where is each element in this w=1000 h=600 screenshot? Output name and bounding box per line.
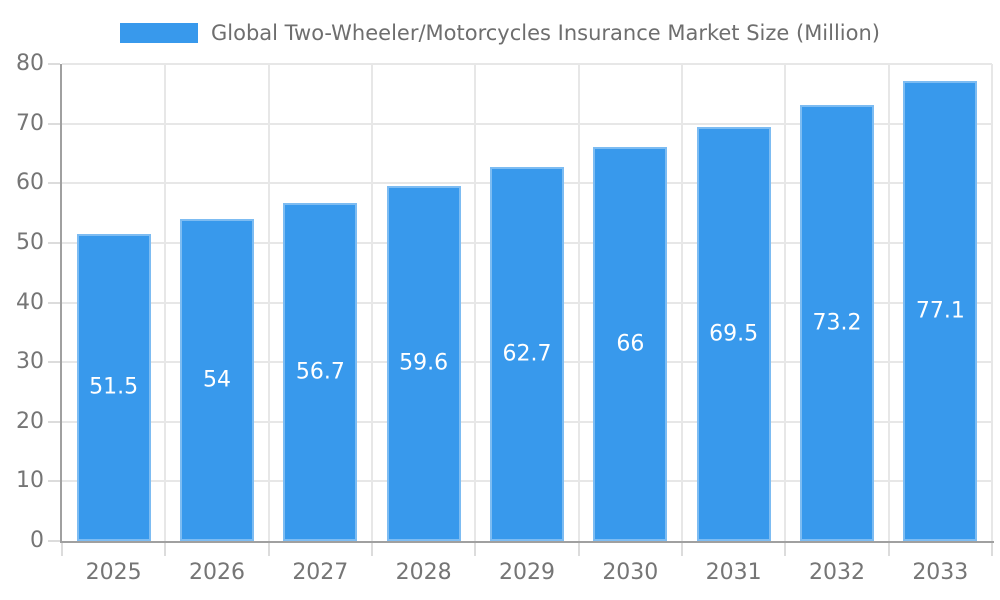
gridline-vertical xyxy=(371,64,373,541)
legend[interactable]: Global Two-Wheeler/Motorcycles Insurance… xyxy=(0,21,1000,45)
x-axis-tick-label: 2026 xyxy=(165,560,268,586)
gridline-vertical xyxy=(474,64,476,541)
y-axis-tick xyxy=(48,63,60,65)
y-axis-tick xyxy=(48,361,60,363)
bar[interactable]: 62.7 xyxy=(490,167,564,541)
bar-value-label: 62.7 xyxy=(492,342,562,367)
x-axis-tick-label: 2030 xyxy=(579,560,682,586)
y-axis-tick xyxy=(48,540,60,542)
gridline-vertical xyxy=(888,64,890,541)
x-axis-tick-label: 2028 xyxy=(372,560,475,586)
bar[interactable]: 66 xyxy=(593,147,667,541)
y-axis-tick-label: 80 xyxy=(0,51,44,77)
y-axis-tick-label: 20 xyxy=(0,409,44,435)
bar[interactable]: 73.2 xyxy=(800,105,874,541)
bar-value-label: 69.5 xyxy=(699,321,769,346)
gridline-vertical xyxy=(681,64,683,541)
x-axis-tick-label: 2031 xyxy=(682,560,785,586)
y-axis-tick xyxy=(48,302,60,304)
bar[interactable]: 59.6 xyxy=(387,186,461,541)
gridline-vertical xyxy=(164,64,166,541)
bar-value-label: 59.6 xyxy=(389,351,459,376)
x-axis-tick-label: 2033 xyxy=(889,560,992,586)
x-axis-tick xyxy=(268,543,270,556)
bar-value-label: 54 xyxy=(182,368,252,393)
y-axis-tick xyxy=(48,480,60,482)
y-axis-tick xyxy=(48,123,60,125)
y-axis-line xyxy=(60,64,62,543)
bar[interactable]: 56.7 xyxy=(283,203,357,541)
bar[interactable]: 51.5 xyxy=(77,234,151,541)
y-axis-tick-label: 0 xyxy=(0,528,44,554)
legend-swatch xyxy=(120,23,198,43)
x-axis-tick-label: 2027 xyxy=(269,560,372,586)
x-axis-tick-label: 2029 xyxy=(475,560,578,586)
bar-chart: Global Two-Wheeler/Motorcycles Insurance… xyxy=(0,0,1000,600)
bar-value-label: 51.5 xyxy=(79,375,149,400)
bar[interactable]: 77.1 xyxy=(903,81,977,541)
x-axis-tick xyxy=(578,543,580,556)
gridline-vertical xyxy=(784,64,786,541)
y-axis-tick xyxy=(48,242,60,244)
x-axis-tick-label: 2032 xyxy=(785,560,888,586)
gridline-vertical xyxy=(268,64,270,541)
x-axis-tick xyxy=(991,543,993,556)
bar[interactable]: 54 xyxy=(180,219,254,541)
y-axis-tick-label: 10 xyxy=(0,468,44,494)
y-axis-tick-label: 70 xyxy=(0,111,44,137)
x-axis-line xyxy=(60,541,994,543)
bar-value-label: 56.7 xyxy=(285,359,355,384)
x-axis-tick xyxy=(474,543,476,556)
y-axis-tick-label: 50 xyxy=(0,230,44,256)
bar[interactable]: 69.5 xyxy=(697,127,771,541)
x-axis-tick-label: 2025 xyxy=(62,560,165,586)
bar-value-label: 73.2 xyxy=(802,310,872,335)
y-axis-tick-label: 60 xyxy=(0,170,44,196)
y-axis-tick xyxy=(48,182,60,184)
x-axis-tick xyxy=(61,543,63,556)
gridline-vertical xyxy=(578,64,580,541)
bar-value-label: 66 xyxy=(595,332,665,357)
y-axis-tick xyxy=(48,421,60,423)
y-axis-tick-label: 30 xyxy=(0,349,44,375)
bar-value-label: 77.1 xyxy=(905,299,975,324)
plot-area: 0102030405060708020252026202720282029203… xyxy=(62,64,992,541)
x-axis-tick xyxy=(888,543,890,556)
gridline-vertical xyxy=(991,64,993,541)
x-axis-tick xyxy=(164,543,166,556)
gridline-horizontal xyxy=(62,63,992,65)
x-axis-tick xyxy=(784,543,786,556)
y-axis-tick-label: 40 xyxy=(0,290,44,316)
x-axis-tick xyxy=(681,543,683,556)
legend-label: Global Two-Wheeler/Motorcycles Insurance… xyxy=(211,21,880,45)
x-axis-tick xyxy=(371,543,373,556)
